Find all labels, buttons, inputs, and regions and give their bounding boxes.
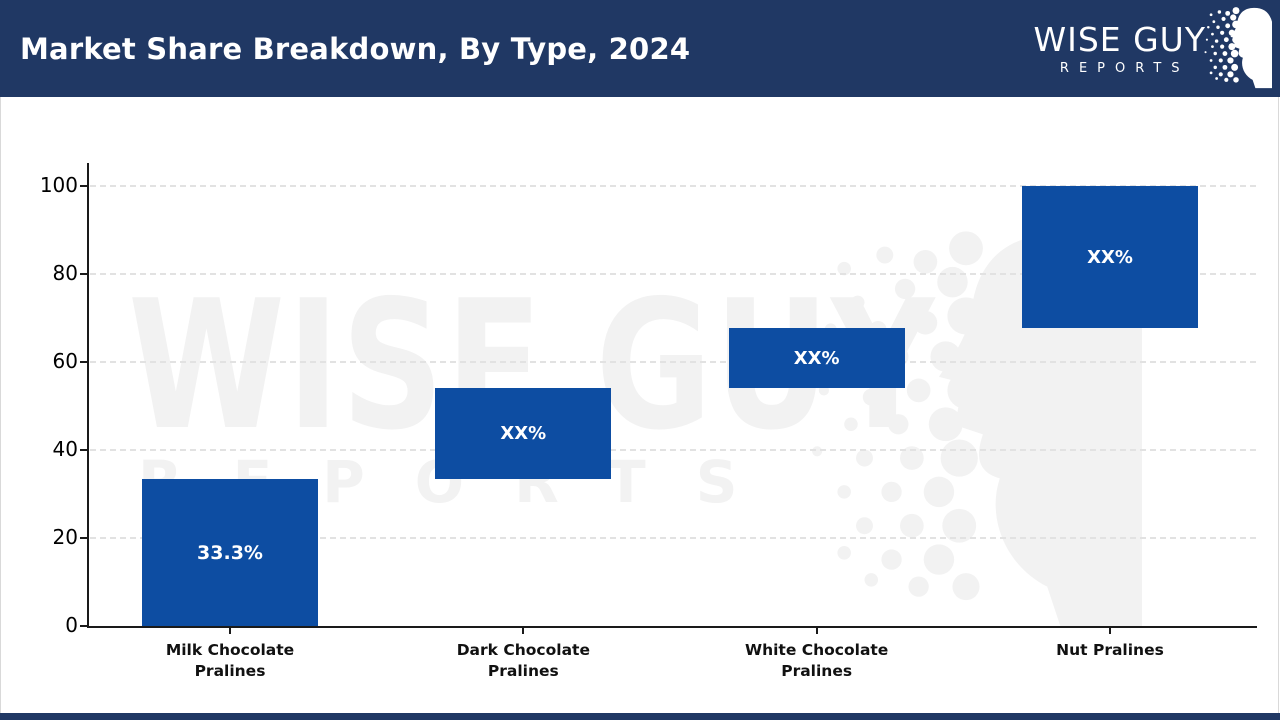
bar-4: XX% <box>1021 186 1198 329</box>
bar-value-label: 33.3% <box>197 541 263 564</box>
gridline-20 <box>90 537 1256 539</box>
x-axis-tick-3 <box>815 626 818 634</box>
x-axis-line <box>87 626 1257 628</box>
header-bar: Market Share Breakdown, By Type, 2024 WI… <box>0 0 1280 97</box>
bar-value-label: XX% <box>500 423 547 445</box>
y-axis-tick-80 <box>80 273 88 275</box>
y-axis-tick-label-0: 0 <box>65 613 78 637</box>
chart-title: Market Share Breakdown, By Type, 2024 <box>20 31 691 66</box>
y-axis-tick-100 <box>80 185 88 187</box>
x-axis-tick-1 <box>229 626 231 634</box>
gridline-80 <box>90 273 1256 275</box>
category-label-4: Nut Pralines <box>1056 641 1164 659</box>
wise-guy-logo: WISE GUY REPORTS <box>1033 6 1272 90</box>
x-axis-tick-4 <box>1108 626 1111 634</box>
category-label-1: Milk Chocolate Pralines <box>165 641 295 680</box>
y-axis-tick-60 <box>80 361 88 363</box>
right-border <box>1278 97 1279 713</box>
y-axis-tick-40 <box>80 449 88 451</box>
left-border <box>0 97 1 713</box>
y-axis-tick-label-60: 60 <box>52 349 78 373</box>
category-label-2: Dark Chocolate Pralines <box>456 641 590 680</box>
bar-value-label: XX% <box>793 347 840 369</box>
bar-3: XX% <box>728 328 905 389</box>
logo-text: WISE GUY REPORTS <box>1033 20 1206 76</box>
y-axis-tick-label-100: 100 <box>39 173 78 197</box>
gridline-40 <box>90 449 1256 451</box>
bar-1: 33.3% <box>142 479 318 626</box>
y-axis-tick-label-20: 20 <box>52 525 78 549</box>
gridline-60 <box>90 361 1256 363</box>
y-axis-tick-label-40: 40 <box>52 437 78 461</box>
y-axis-line <box>87 163 89 628</box>
x-axis-tick-2 <box>522 626 525 634</box>
y-axis-tick-0 <box>80 625 88 627</box>
logo-subtitle: REPORTS <box>1059 61 1190 76</box>
bar-2: XX% <box>435 388 612 480</box>
logo-wordmark: WISE GUY <box>1033 20 1206 59</box>
logo-head-icon <box>1204 7 1272 89</box>
bar-value-label: XX% <box>1087 246 1133 268</box>
footer-bar <box>0 713 1280 720</box>
y-axis-tick-label-80: 80 <box>52 261 78 285</box>
gridline-100 <box>90 185 1256 187</box>
category-label-3: White Chocolate Pralines <box>744 641 889 680</box>
y-axis-tick-20 <box>80 537 88 539</box>
